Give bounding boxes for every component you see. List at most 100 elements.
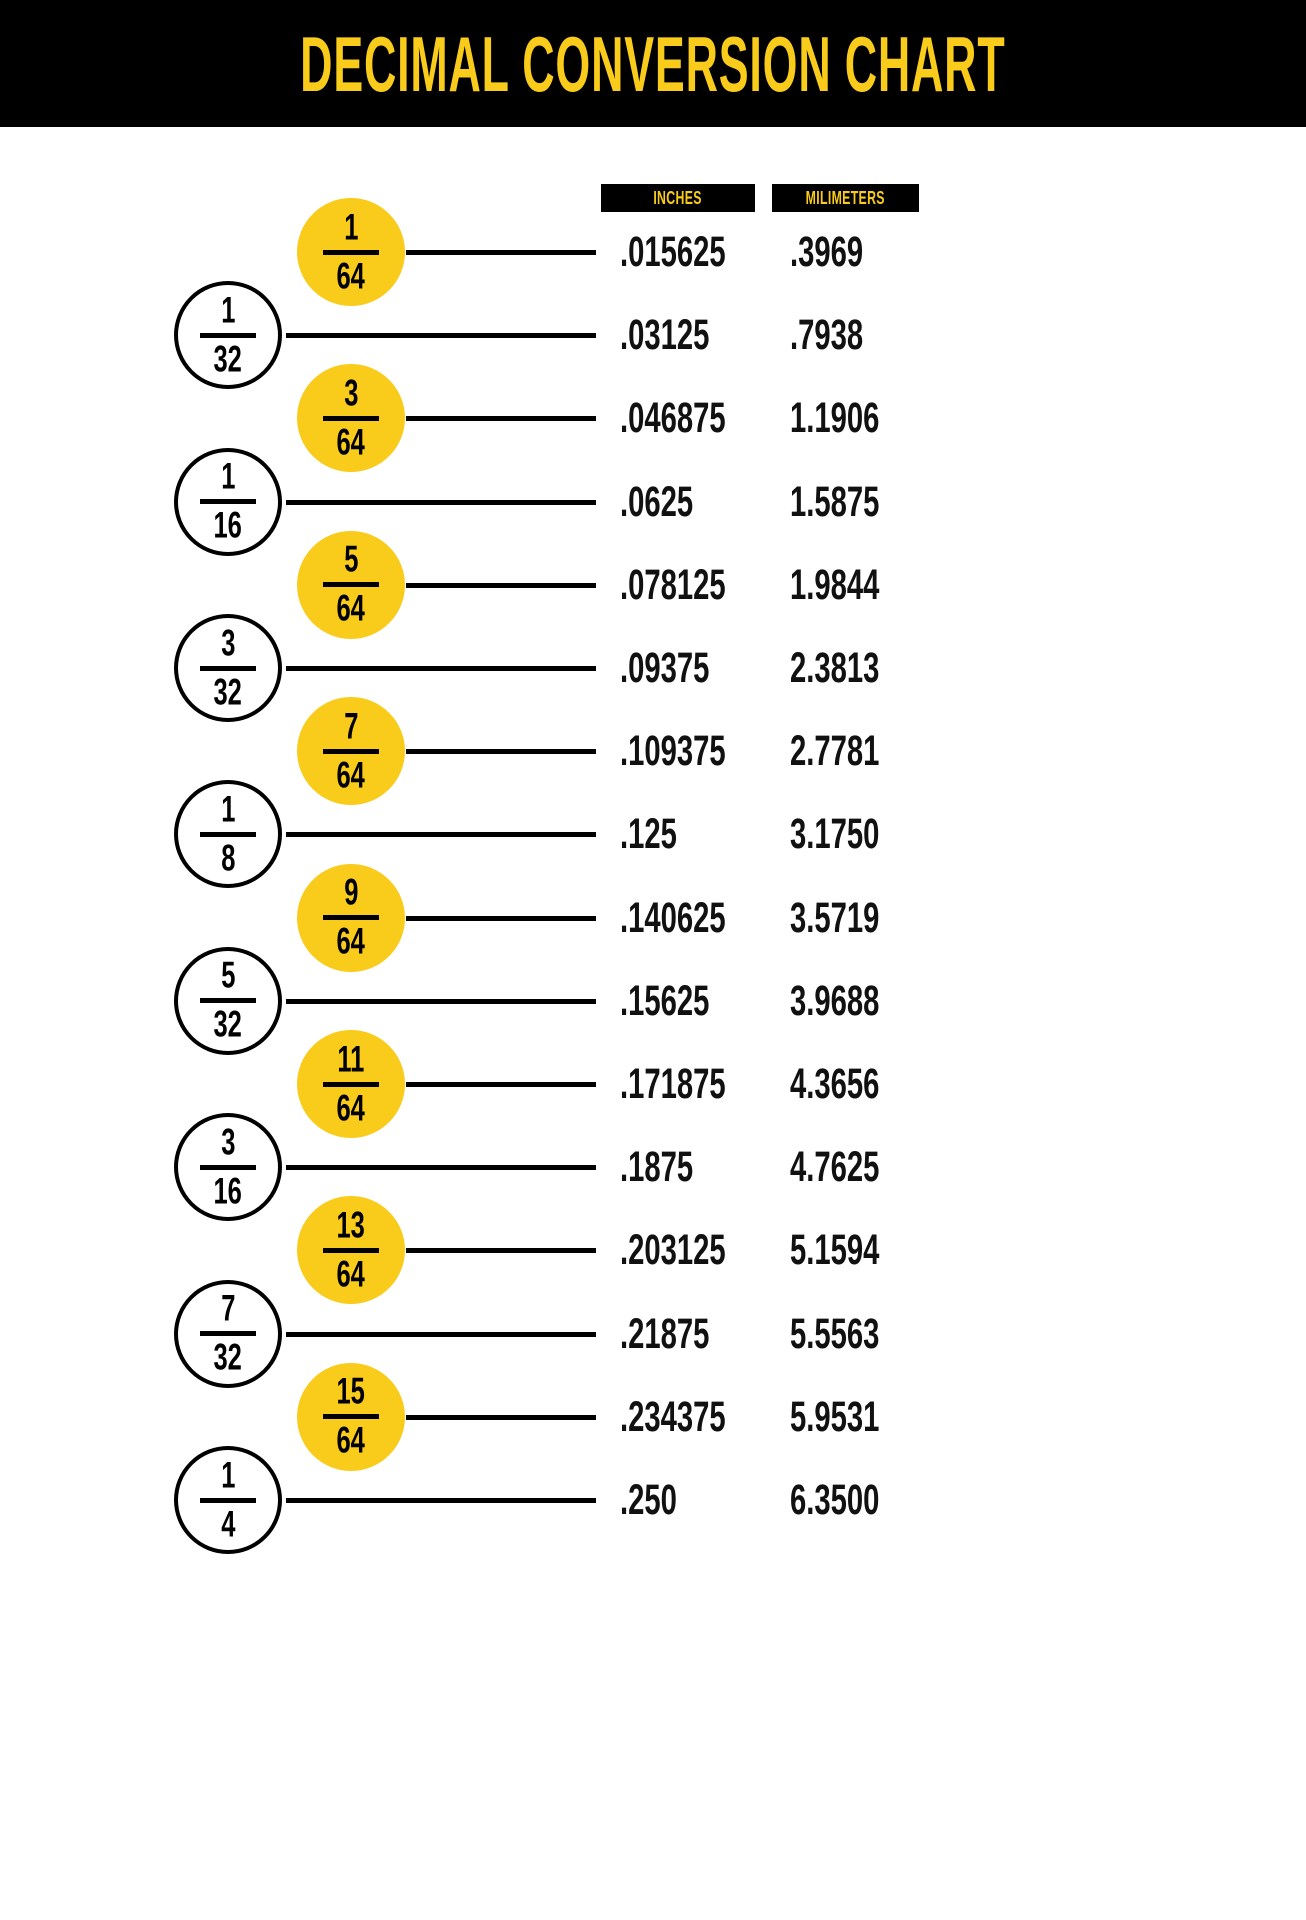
fraction-denominator: 64: [336, 1087, 366, 1129]
fraction-badge-outline[interactable]: 5 32: [174, 946, 282, 1055]
fraction: 5 64: [323, 541, 379, 627]
inches-value: .09375: [620, 644, 710, 692]
fraction-numerator: 5: [220, 955, 236, 997]
inches-value: .140625: [620, 893, 726, 942]
millimeters-value: 1.5875: [790, 477, 880, 526]
fraction-badge-outline[interactable]: 1 32: [174, 281, 282, 390]
inches-value: .03125: [620, 311, 710, 360]
fraction-bar: [200, 1164, 256, 1170]
fraction: 15 64: [323, 1371, 379, 1459]
fraction-denominator: 64: [336, 754, 366, 796]
fraction-bar: [323, 1414, 379, 1420]
fraction: 3 64: [323, 375, 379, 461]
fraction-badge-filled[interactable]: 7 64: [297, 697, 405, 806]
inches-value: .1875: [620, 1143, 694, 1192]
fraction-bar: [323, 1247, 379, 1253]
fraction-denominator: 8: [220, 837, 236, 879]
fraction-bar: [323, 249, 379, 255]
fraction-numerator: 3: [343, 372, 359, 414]
millimeters-value: 3.5719: [790, 893, 880, 942]
fraction-badge-outline[interactable]: 7 32: [174, 1279, 282, 1388]
connector-line: [406, 749, 596, 755]
fraction-numerator: 1: [220, 1454, 236, 1496]
fraction-numerator: 9: [343, 871, 359, 914]
inches-value: .203125: [620, 1226, 726, 1275]
millimeters-value: .3969: [790, 228, 864, 276]
fraction-badge-filled[interactable]: 3 64: [297, 364, 405, 473]
millimeters-value: 2.7781: [790, 727, 880, 776]
fraction-denominator: 32: [213, 1336, 243, 1379]
fraction-denominator: 32: [213, 671, 243, 713]
fraction-badge-filled[interactable]: 15 64: [297, 1362, 405, 1471]
fraction-badge-filled[interactable]: 11 64: [297, 1030, 405, 1138]
fraction-bar: [323, 415, 379, 421]
page-title: DECIMAL CONVERSION CHART: [300, 19, 1006, 108]
connector-line: [406, 582, 596, 588]
fraction-numerator: 1: [220, 289, 236, 331]
fraction: 13 64: [323, 1207, 379, 1293]
fraction-badge-filled[interactable]: 5 64: [297, 530, 405, 639]
fraction-numerator: 7: [220, 1287, 236, 1330]
millimeters-value: 5.9531: [790, 1392, 880, 1441]
fraction-bar: [323, 582, 379, 588]
inches-value: .125: [620, 810, 677, 859]
millimeters-value: 3.1750: [790, 810, 880, 859]
millimeters-value: 4.7625: [790, 1143, 880, 1192]
fraction-numerator: 1: [220, 455, 236, 498]
fraction-denominator: 64: [336, 920, 366, 963]
column-header-millimeters-label: MILIMETERS: [805, 187, 886, 209]
inches-value: .078125: [620, 560, 726, 609]
fraction-bar: [323, 915, 379, 921]
fraction-denominator: 64: [336, 421, 366, 463]
fraction: 3 16: [200, 1123, 256, 1210]
fraction-denominator: 32: [213, 338, 243, 380]
fraction-bar: [200, 332, 256, 338]
fraction: 3 32: [200, 624, 256, 711]
fraction-badge-outline[interactable]: 3 16: [174, 1113, 282, 1222]
connector-line: [406, 915, 596, 921]
connector-line: [286, 998, 596, 1004]
inches-value: .015625: [620, 228, 726, 276]
fraction-bar: [323, 1081, 379, 1087]
connector-line: [406, 1082, 596, 1087]
fraction-bar: [200, 831, 256, 837]
fraction-denominator: 16: [213, 504, 243, 547]
connector-line: [286, 1498, 596, 1503]
fraction-bar: [200, 499, 256, 505]
fraction: 9 64: [323, 874, 379, 960]
inches-value: .250: [620, 1476, 677, 1524]
column-header-inches: INCHES: [601, 184, 755, 212]
column-header-inches-label: INCHES: [653, 187, 703, 209]
fraction-badge-outline[interactable]: 3 32: [174, 614, 282, 722]
connector-line: [286, 1331, 596, 1337]
fraction-denominator: 4: [220, 1503, 236, 1545]
fraction-denominator: 32: [213, 1004, 243, 1046]
column-header-millimeters: MILIMETERS: [772, 184, 919, 212]
connector-line: [406, 250, 596, 255]
fraction-badge-filled[interactable]: 1 64: [297, 198, 405, 306]
connector-line: [286, 666, 596, 671]
inches-value: .046875: [620, 394, 726, 443]
fraction: 1 64: [323, 208, 379, 295]
fraction-numerator: 15: [336, 1371, 366, 1413]
fraction: 5 32: [200, 955, 256, 1043]
fraction-numerator: 1: [220, 788, 236, 830]
fraction-badge-filled[interactable]: 9 64: [297, 863, 405, 972]
connector-line: [286, 499, 596, 505]
fraction-numerator: 7: [343, 705, 359, 747]
fraction-badge-filled[interactable]: 13 64: [297, 1196, 405, 1305]
inches-value: .21875: [620, 1309, 710, 1358]
fraction-numerator: 11: [337, 1038, 365, 1080]
fraction: 1 32: [200, 291, 256, 378]
connector-line: [286, 832, 596, 838]
title-bar: DECIMAL CONVERSION CHART: [0, 0, 1306, 127]
millimeters-value: 3.9688: [790, 976, 880, 1025]
fraction-denominator: 16: [213, 1170, 243, 1212]
connector-line: [406, 416, 596, 422]
fraction-badge-outline[interactable]: 1 16: [174, 447, 282, 556]
fraction-bar: [200, 1331, 256, 1337]
